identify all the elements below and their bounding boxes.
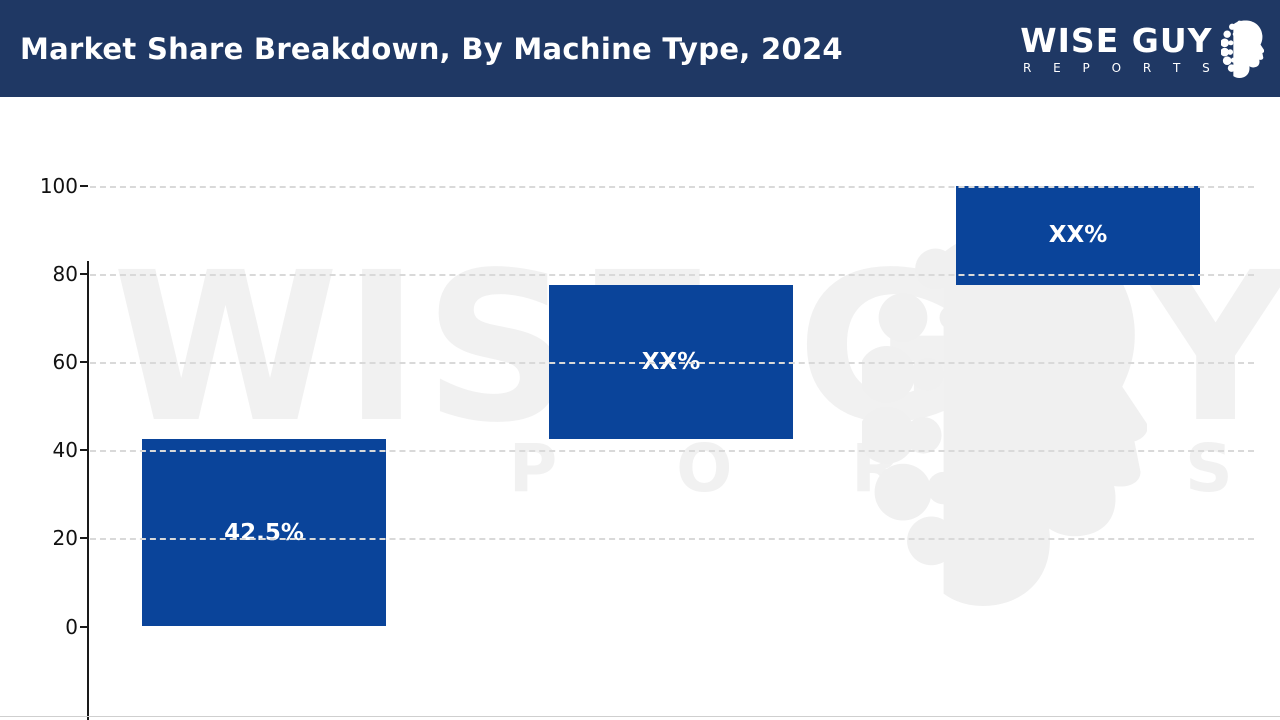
bar-manual: XX% — [956, 185, 1200, 285]
y-tick-label: 40 — [52, 438, 78, 463]
brand-face-icon — [1220, 20, 1264, 79]
header-bar: Market Share Breakdown, By Machine Type,… — [0, 0, 1280, 97]
y-tick-mark — [80, 184, 88, 187]
brand-subtext: R E P O R T S — [1023, 61, 1219, 75]
brand-wordmark: WISE GUY — [1020, 21, 1213, 60]
y-tick-mark — [80, 537, 88, 540]
brand-logo-text: WISE GUY R E P O R T S — [1014, 21, 1219, 76]
y-tick-label: 80 — [52, 261, 78, 286]
y-tick-label: 0 — [65, 614, 78, 639]
y-tick-mark — [80, 625, 88, 628]
gridline — [90, 450, 1254, 453]
y-tick-label: 100 — [39, 173, 78, 198]
gridline — [90, 273, 1254, 276]
y-tick-label: 20 — [52, 526, 78, 551]
y-tick-label: 60 — [52, 349, 78, 374]
y-tick-mark — [80, 272, 88, 275]
y-axis-line — [87, 261, 89, 720]
gridline — [90, 538, 1254, 541]
gridline — [90, 361, 1254, 364]
bar-automatic: 42.5% — [142, 439, 386, 627]
y-tick-mark — [80, 360, 88, 363]
footer-divider — [0, 716, 1280, 717]
page-title: Market Share Breakdown, By Machine Type,… — [20, 31, 843, 66]
bar-value-label: 42.5% — [224, 519, 304, 546]
brand-logo: WISE GUY R E P O R T S — [1014, 7, 1264, 91]
y-tick-mark — [80, 449, 88, 452]
gridline — [90, 185, 1254, 188]
bar-value-label: XX% — [1048, 222, 1108, 249]
